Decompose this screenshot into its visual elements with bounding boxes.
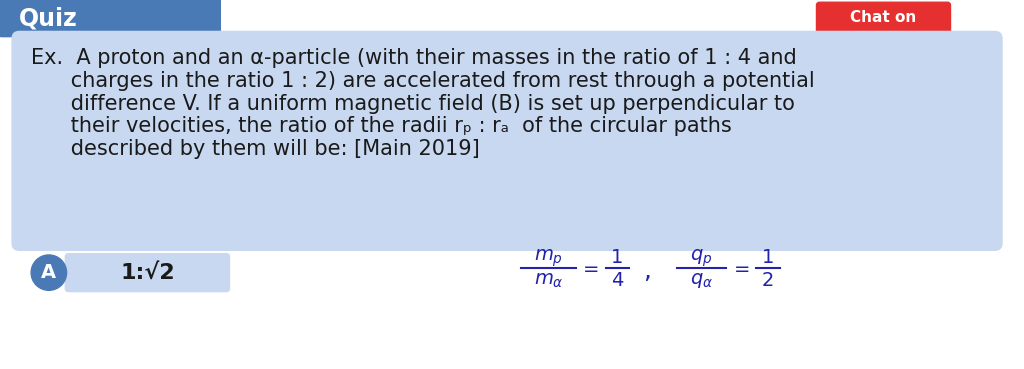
Text: described by them will be: [Main 2019]: described by them will be: [Main 2019] [31, 139, 480, 159]
Text: 1:√2: 1:√2 [120, 263, 175, 283]
Text: $m_p$: $m_p$ [534, 247, 563, 269]
Text: $q_p$: $q_p$ [690, 247, 713, 269]
Text: ,: , [643, 259, 651, 283]
Text: Chat on: Chat on [850, 10, 916, 25]
Text: $m_{\alpha}$: $m_{\alpha}$ [534, 271, 563, 290]
Text: 1: 1 [762, 248, 774, 268]
Circle shape [31, 255, 67, 290]
Text: difference V. If a uniform magnetic field (B) is set up perpendicular to: difference V. If a uniform magnetic fiel… [31, 94, 795, 114]
Text: Ex.  A proton and an α-particle (with their masses in the ratio of 1 : 4 and: Ex. A proton and an α-particle (with the… [31, 48, 797, 68]
Text: Quiz: Quiz [19, 7, 78, 31]
Text: their velocities, the ratio of the radii rₚ : rₐ  of the circular paths: their velocities, the ratio of the radii… [31, 116, 732, 136]
FancyBboxPatch shape [11, 31, 1002, 251]
Text: 4: 4 [611, 271, 624, 290]
Text: 1: 1 [611, 248, 624, 268]
Text: =: = [583, 260, 599, 279]
FancyBboxPatch shape [0, 0, 220, 37]
Text: =: = [734, 260, 751, 279]
Text: 2: 2 [762, 271, 774, 290]
Text: $q_{\alpha}$: $q_{\alpha}$ [689, 271, 713, 290]
FancyBboxPatch shape [816, 2, 950, 34]
FancyBboxPatch shape [65, 253, 230, 292]
Text: A: A [41, 263, 56, 282]
Text: charges in the ratio 1 : 2) are accelerated from rest through a potential: charges in the ratio 1 : 2) are accelera… [31, 71, 815, 91]
